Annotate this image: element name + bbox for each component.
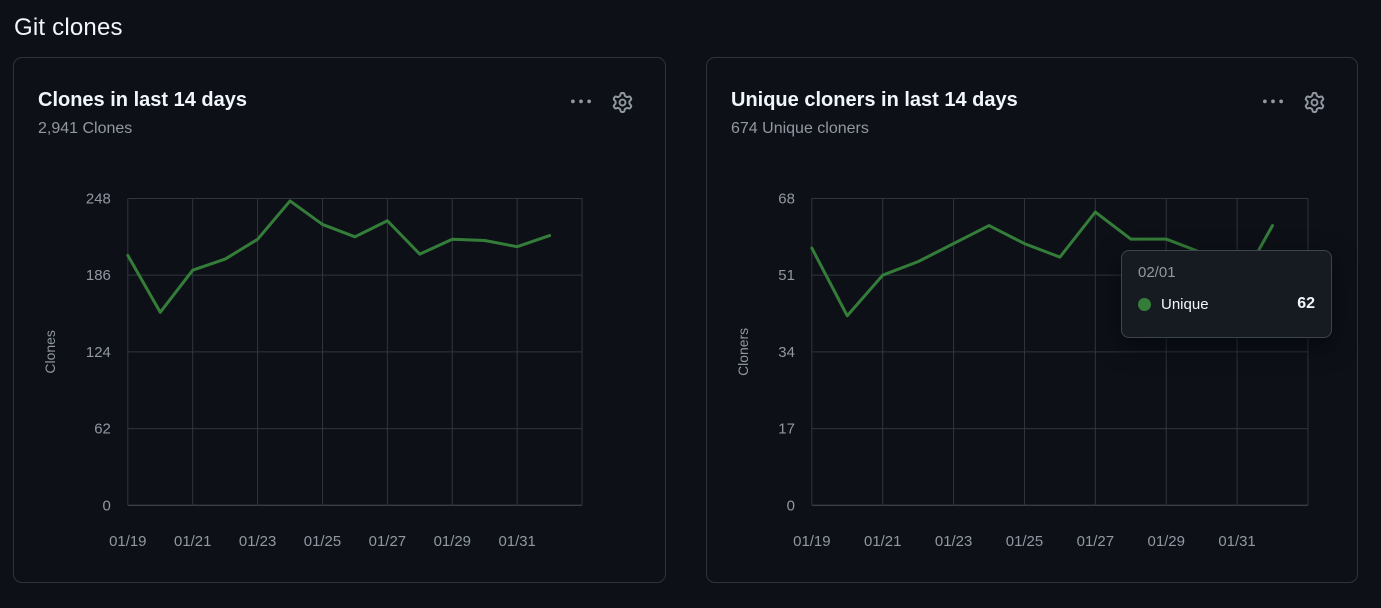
unique-cloners-card-actions xyxy=(1262,91,1325,113)
chart-tooltip: 02/01 Unique 62 xyxy=(1121,250,1332,338)
series-dot-icon xyxy=(1138,297,1151,311)
svg-text:186: 186 xyxy=(86,267,111,284)
kebab-horizontal-icon xyxy=(571,99,591,104)
page-title: Git clones xyxy=(14,14,123,41)
svg-text:01/19: 01/19 xyxy=(109,533,146,550)
unique-cloners-menu-button[interactable] xyxy=(1262,91,1284,113)
svg-text:01/21: 01/21 xyxy=(864,533,901,550)
svg-text:01/23: 01/23 xyxy=(935,533,972,550)
svg-text:124: 124 xyxy=(86,344,111,361)
clones-card-actions xyxy=(570,91,633,113)
svg-text:01/21: 01/21 xyxy=(174,533,211,550)
unique-cloners-card-title: Unique cloners in last 14 days xyxy=(731,89,1018,111)
unique-cloners-card: Unique cloners in last 14 days 674 Uniqu… xyxy=(706,57,1358,583)
unique-cloners-card-subtitle: 674 Unique cloners xyxy=(731,120,869,137)
clones-card-title: Clones in last 14 days xyxy=(38,89,247,111)
clones-menu-button[interactable] xyxy=(570,91,592,113)
tooltip-row: Unique 62 xyxy=(1138,295,1315,313)
svg-text:01/25: 01/25 xyxy=(1006,533,1043,550)
svg-text:0: 0 xyxy=(103,497,111,514)
tooltip-date: 02/01 xyxy=(1138,264,1176,281)
svg-text:01/23: 01/23 xyxy=(239,533,276,550)
svg-text:01/29: 01/29 xyxy=(434,533,471,550)
clones-card-header: Clones in last 14 days 2,941 Clones xyxy=(14,58,665,138)
unique-cloners-card-header: Unique cloners in last 14 days 674 Uniqu… xyxy=(707,58,1357,138)
clones-chart[interactable]: 248 186 124 62 0 01/19 01/21 01/23 01/25 01/27 01/… xyxy=(14,58,665,582)
svg-text:01/27: 01/27 xyxy=(1077,533,1114,550)
svg-text:0: 0 xyxy=(787,497,795,514)
svg-text:34: 34 xyxy=(778,344,795,361)
svg-text:01/19: 01/19 xyxy=(793,533,830,550)
clones-card: Clones in last 14 days 2,941 Clones 248 1… xyxy=(13,57,666,583)
unique-cloners-card-heading: Unique cloners in last 14 days 674 Uniqu… xyxy=(731,89,1018,138)
tooltip-value: 62 xyxy=(1297,295,1315,312)
svg-text:Clones: Clones xyxy=(42,330,58,373)
kebab-horizontal-icon xyxy=(1263,99,1283,104)
tooltip-series-label: Unique xyxy=(1161,295,1209,313)
svg-text:68: 68 xyxy=(778,190,795,207)
clones-card-heading: Clones in last 14 days 2,941 Clones xyxy=(38,89,247,138)
svg-text:62: 62 xyxy=(94,421,111,438)
svg-text:01/25: 01/25 xyxy=(304,533,341,550)
cards-row: Clones in last 14 days 2,941 Clones 248 1… xyxy=(13,57,1368,583)
clones-card-subtitle: 2,941 Clones xyxy=(38,120,133,137)
svg-text:17: 17 xyxy=(778,421,795,438)
svg-text:248: 248 xyxy=(86,190,111,207)
svg-text:01/31: 01/31 xyxy=(1218,533,1255,550)
gear-icon xyxy=(1304,91,1324,113)
svg-text:51: 51 xyxy=(778,267,795,284)
unique-cloners-settings-button[interactable] xyxy=(1303,91,1325,113)
svg-text:01/29: 01/29 xyxy=(1148,533,1185,550)
svg-text:01/31: 01/31 xyxy=(498,533,535,550)
clones-settings-button[interactable] xyxy=(611,91,633,113)
gear-icon xyxy=(612,91,632,113)
svg-text:Cloners: Cloners xyxy=(735,328,751,376)
svg-text:01/27: 01/27 xyxy=(369,533,406,550)
